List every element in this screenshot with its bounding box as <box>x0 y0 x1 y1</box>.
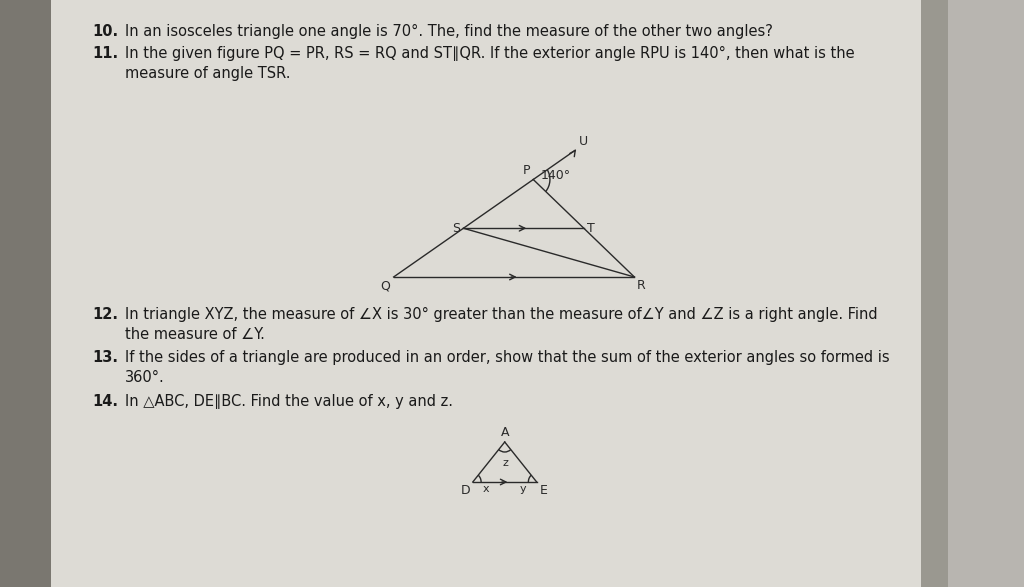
Text: T: T <box>587 222 594 235</box>
Text: y: y <box>520 484 526 494</box>
Text: In triangle XYZ, the measure of ∠X is 30° greater than the measure of∠Y and ∠Z i: In triangle XYZ, the measure of ∠X is 30… <box>125 307 878 322</box>
Text: If the sides of a triangle are produced in an order, show that the sum of the ex: If the sides of a triangle are produced … <box>125 350 890 365</box>
Text: S: S <box>452 222 460 235</box>
Text: x: x <box>483 484 489 494</box>
Text: D: D <box>461 484 470 497</box>
Text: E: E <box>540 484 548 497</box>
Text: 140°: 140° <box>541 169 570 182</box>
Text: In △ABC, DE∥BC. Find the value of x, y and z.: In △ABC, DE∥BC. Find the value of x, y a… <box>125 394 453 409</box>
Text: the measure of ∠Y.: the measure of ∠Y. <box>125 327 265 342</box>
Text: In the given figure PQ = PR, RS = RQ and ST∥QR. If the exterior angle RPU is 140: In the given figure PQ = PR, RS = RQ and… <box>125 46 855 61</box>
Bar <box>916 0 948 587</box>
Text: 14.: 14. <box>92 394 119 409</box>
Text: 10.: 10. <box>92 24 119 39</box>
Text: U: U <box>579 135 588 149</box>
Text: P: P <box>523 164 530 177</box>
Text: R: R <box>637 279 646 292</box>
Text: Q: Q <box>380 279 390 292</box>
Polygon shape <box>0 0 70 587</box>
Text: measure of angle TSR.: measure of angle TSR. <box>125 66 291 81</box>
Text: 12.: 12. <box>92 307 119 322</box>
Text: 360°.: 360°. <box>125 370 165 385</box>
Text: z: z <box>503 458 509 468</box>
Text: A: A <box>501 426 509 439</box>
Text: 13.: 13. <box>92 350 119 365</box>
Text: In an isosceles triangle one angle is 70°. The, find the measure of the other tw: In an isosceles triangle one angle is 70… <box>125 24 773 39</box>
Text: 11.: 11. <box>92 46 119 61</box>
